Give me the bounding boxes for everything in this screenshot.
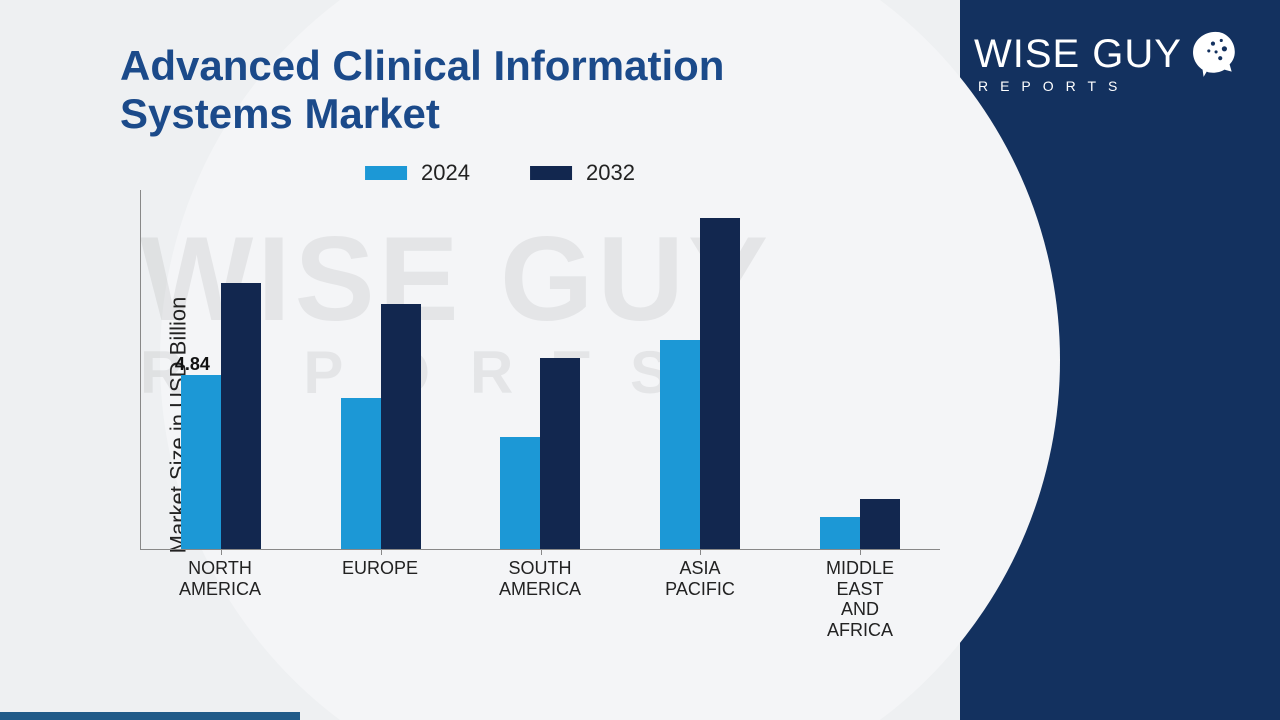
- bar: [700, 218, 740, 549]
- plot-area: 4.84: [140, 190, 940, 550]
- x-tick-label: SOUTHAMERICA: [460, 550, 620, 660]
- legend-item: 2024: [365, 160, 470, 186]
- x-tick-label: NORTHAMERICA: [140, 550, 300, 660]
- brand-logo: WISE GUY REPORTS: [974, 28, 1240, 94]
- brand-name: WISE GUY: [974, 32, 1182, 77]
- legend-item: 2032: [530, 160, 635, 186]
- bar: [341, 398, 381, 549]
- legend-label: 2032: [586, 160, 635, 186]
- bar-group: 4.84: [141, 190, 301, 549]
- bar-group: [301, 190, 461, 549]
- bar-group: [620, 190, 780, 549]
- bar: [660, 340, 700, 549]
- bar: [820, 517, 860, 549]
- bar: [860, 499, 900, 549]
- x-tick-label: EUROPE: [300, 550, 460, 660]
- chart-title: Advanced Clinical Information Systems Ma…: [120, 42, 840, 139]
- bar: [540, 358, 580, 549]
- bar-value-label: 4.84: [175, 354, 210, 375]
- legend: 2024 2032: [365, 160, 635, 186]
- x-axis-labels: NORTHAMERICAEUROPESOUTHAMERICAASIAPACIFI…: [140, 550, 940, 660]
- brand-subtitle: REPORTS: [974, 78, 1240, 94]
- bar-group: [461, 190, 621, 549]
- bar: [500, 437, 540, 549]
- x-tick-label: ASIAPACIFIC: [620, 550, 780, 660]
- x-tick-label: MIDDLEEASTANDAFRICA: [780, 550, 940, 660]
- bar: [381, 304, 421, 549]
- ai-head-icon: [1188, 28, 1240, 80]
- legend-label: 2024: [421, 160, 470, 186]
- bar: [221, 283, 261, 549]
- accent-bar: [0, 712, 300, 720]
- bar-chart: Market Size in USD Billion 2024 2032 4.8…: [60, 190, 940, 660]
- bar: 4.84: [181, 375, 221, 549]
- bar-group: [780, 190, 940, 549]
- legend-swatch: [530, 166, 572, 180]
- chart-canvas: WISE GUY REPORTS Advanced Clinical Infor…: [0, 0, 1280, 720]
- legend-swatch: [365, 166, 407, 180]
